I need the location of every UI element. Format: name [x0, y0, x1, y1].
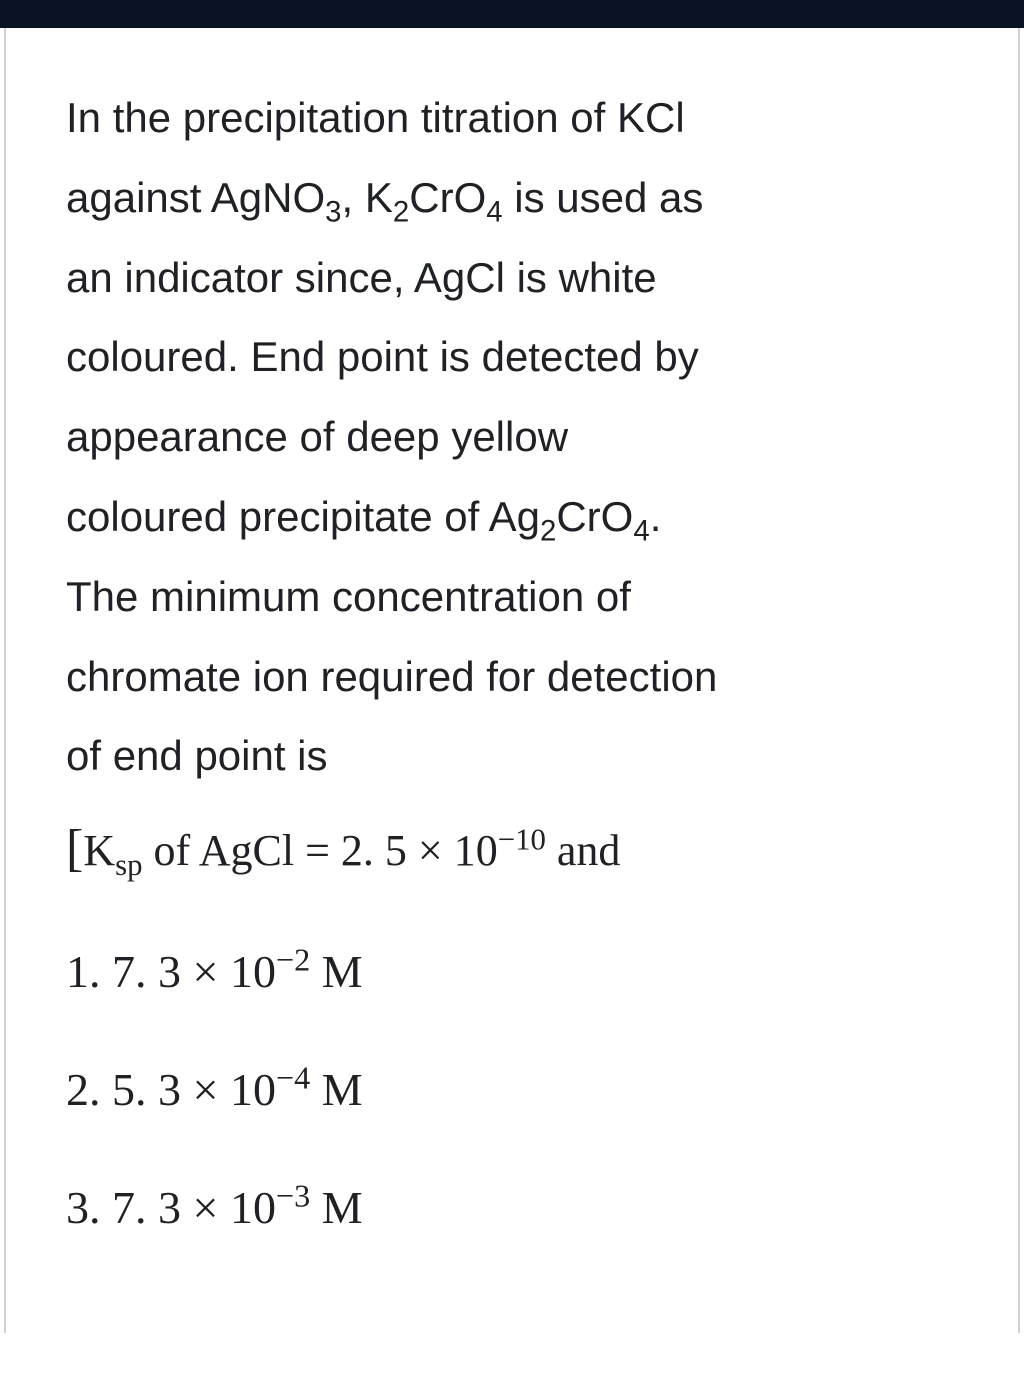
q-line6-mid: CrO: [556, 493, 633, 540]
content-area: In the precipitation titration of KCl ag…: [4, 28, 1020, 1333]
formula-mid: of AgCl = 2. 5 × 10: [143, 826, 498, 875]
q-line2-mid2: CrO: [409, 174, 486, 221]
q-line2-mid: , K: [342, 174, 393, 221]
options-list: 1. 7. 3 × 10−2 M 2. 5. 3 × 10−4 M 3. 7. …: [66, 949, 958, 1231]
opt2-val: 5. 3 × 10: [112, 1064, 276, 1115]
option-2[interactable]: 2. 5. 3 × 10−4 M: [66, 1067, 958, 1113]
option-3[interactable]: 3. 7. 3 × 10−3 M: [66, 1185, 958, 1231]
q-line6-post: .: [650, 493, 662, 540]
opt1-exp: −2: [276, 942, 310, 978]
q-line2-pre: against AgNO: [66, 174, 325, 221]
q-line5: appearance of deep yellow: [66, 413, 568, 460]
opt1-num: 1.: [66, 946, 112, 997]
q-line2-post: is used as: [503, 174, 704, 221]
opt1-unit: M: [310, 946, 362, 997]
formula-post: and: [546, 826, 621, 875]
q-sub-cro4b: 4: [633, 514, 649, 547]
opt2-exp: −4: [276, 1060, 310, 1096]
opt3-exp: −3: [276, 1178, 310, 1214]
q-line8: chromate ion required for detection: [66, 653, 717, 700]
opt3-val: 7. 3 × 10: [112, 1182, 276, 1233]
q-line3: an indicator since, AgCl is white: [66, 254, 657, 301]
sp-subscript: sp: [115, 848, 142, 882]
q-line4: coloured. End point is detected by: [66, 333, 699, 380]
q-line1: In the precipitation titration of KCl: [66, 94, 685, 141]
bracket-open: [: [66, 820, 83, 877]
top-bar: [0, 0, 1024, 28]
ksp-formula: [Ksp of AgCl = 2. 5 × 10−10 and: [66, 800, 958, 899]
q-sub-no3: 3: [325, 195, 341, 228]
question-text: In the precipitation titration of KCl ag…: [66, 78, 958, 796]
q-line7: The minimum concentration of: [66, 573, 631, 620]
opt1-val: 7. 3 × 10: [112, 946, 276, 997]
option-1[interactable]: 1. 7. 3 × 10−2 M: [66, 949, 958, 995]
q-sub-ag2: 2: [540, 514, 556, 547]
k-symbol: K: [83, 826, 115, 875]
q-sub-cro4: 4: [486, 195, 502, 228]
q-line6-pre: coloured precipitate of Ag: [66, 493, 540, 540]
q-line9: of end point is: [66, 732, 328, 779]
opt3-unit: M: [310, 1182, 362, 1233]
opt2-num: 2.: [66, 1064, 112, 1115]
opt2-unit: M: [310, 1064, 362, 1115]
formula-exp: −10: [498, 823, 546, 857]
q-sub-k2: 2: [393, 195, 409, 228]
opt3-num: 3.: [66, 1182, 112, 1233]
